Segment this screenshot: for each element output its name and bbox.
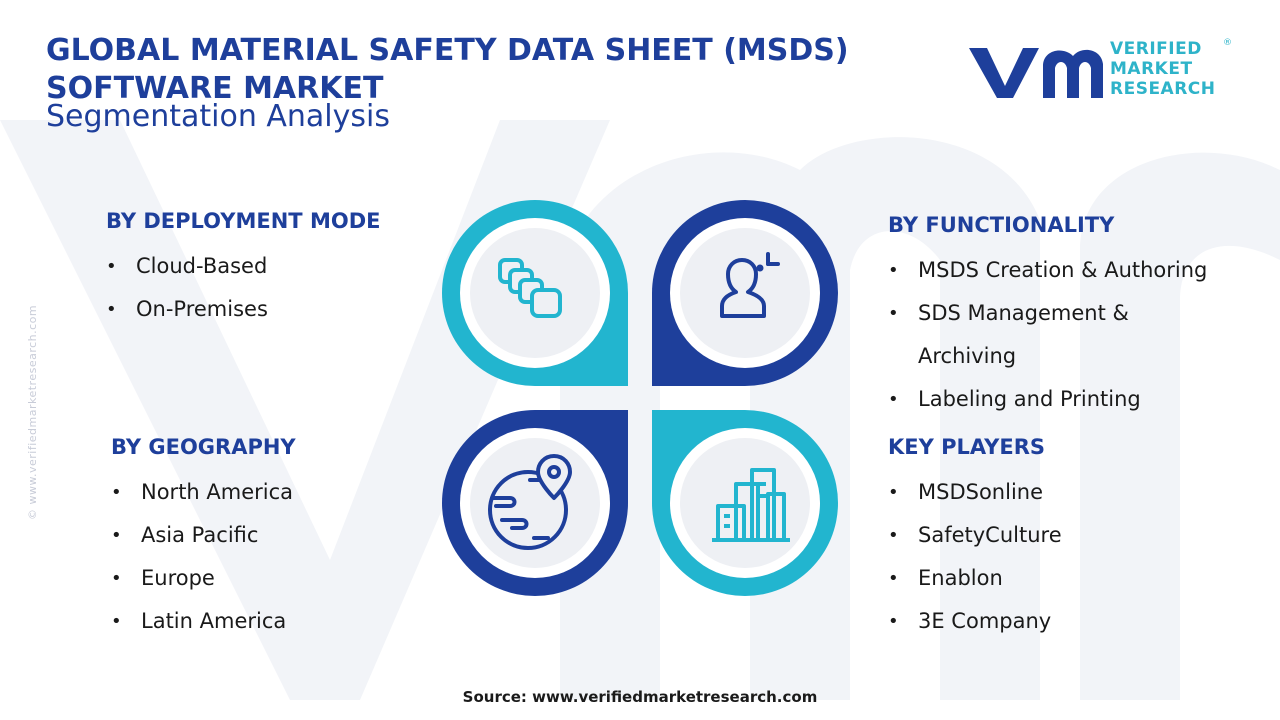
list-item: Labeling and Printing [888, 378, 1207, 421]
list-item: North America [111, 471, 296, 514]
list-item: Enablon [888, 557, 1062, 600]
logo-line-1: VERIFIED [1110, 39, 1202, 59]
list-item: 3E Company [888, 600, 1062, 643]
petal-bottom-left [442, 410, 628, 596]
source-footer: Source: www.verifiedmarketresearch.com [462, 688, 818, 706]
user-ai-icon [720, 252, 780, 318]
vmr-logo-icon [969, 48, 1103, 98]
segment-list: MSDSonline SafetyCulture Enablon 3E Comp… [888, 471, 1062, 643]
list-item: SafetyCulture [888, 514, 1062, 557]
logo-wordmark: VERIFIED MARKET RESEARCH [1110, 39, 1216, 99]
side-copyright: © www.verifiedmarketresearch.com [26, 304, 39, 520]
list-item: Latin America [111, 600, 296, 643]
petal-top-right [652, 200, 838, 386]
segment-list: MSDS Creation & Authoring SDS Management… [888, 249, 1207, 421]
city-buildings-icon [712, 468, 790, 542]
segment-title: BY DEPLOYMENT MODE [106, 209, 381, 233]
page-title: GLOBAL MATERIAL SAFETY DATA SHEET (MSDS)… [46, 33, 849, 106]
list-item: On-Premises [106, 288, 380, 331]
list-item: Europe [111, 557, 296, 600]
stacked-cards-icon [498, 258, 562, 318]
list-item-continuation: Archiving [918, 344, 1017, 368]
segment-functionality: BY FUNCTIONALITY MSDS Creation & Authori… [888, 211, 1207, 421]
logo-line-2: MARKET [1110, 59, 1193, 79]
segment-title: BY GEOGRAPHY [111, 435, 296, 459]
page-subtitle: Segmentation Analysis [46, 99, 390, 134]
registered-mark: ® [1223, 38, 1232, 48]
list-item: MSDS Creation & Authoring [888, 249, 1207, 292]
list-item: Asia Pacific [111, 514, 296, 557]
segment-list: North America Asia Pacific Europe Latin … [111, 471, 296, 643]
segment-title: BY FUNCTIONALITY [888, 213, 1115, 237]
list-item: Cloud-Based [106, 245, 380, 288]
segment-title: KEY PLAYERS [888, 435, 1045, 459]
segment-key-players: KEY PLAYERS MSDSonline SafetyCulture Ena… [888, 433, 1062, 643]
list-item: SDS Management & [888, 292, 1207, 335]
globe-location-icon [488, 454, 572, 550]
segment-petal-diagram [442, 200, 838, 596]
petal-bottom-right [652, 410, 838, 596]
segment-geography: BY GEOGRAPHY North America Asia Pacific … [111, 433, 296, 643]
logo-line-3: RESEARCH [1110, 79, 1216, 99]
segment-deployment-mode: BY DEPLOYMENT MODE Cloud-Based On-Premis… [106, 207, 380, 331]
list-item: MSDSonline [888, 471, 1062, 514]
segment-list: Cloud-Based On-Premises [106, 245, 380, 331]
